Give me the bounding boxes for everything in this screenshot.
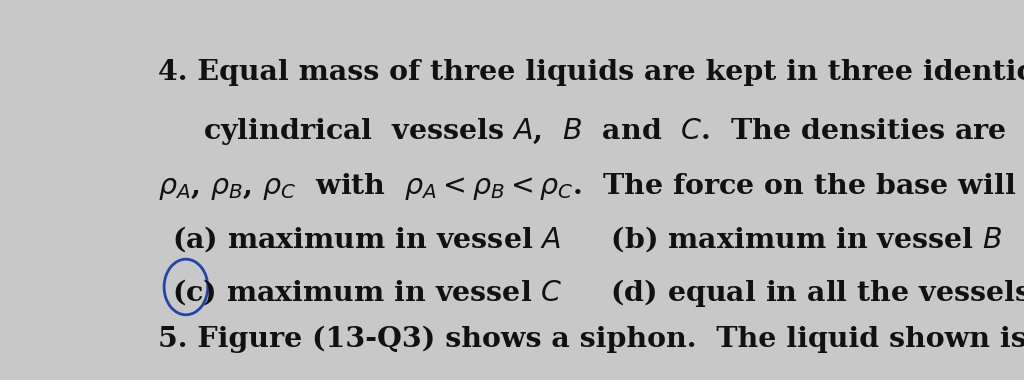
Text: 4. Equal mass of three liquids are kept in three identical: 4. Equal mass of three liquids are kept … — [158, 59, 1024, 86]
Text: 5. Figure (13-Q3) shows a siphon.  The liquid shown is: 5. Figure (13-Q3) shows a siphon. The li… — [158, 326, 1024, 353]
Text: (c) maximum in vessel $C$     (d) equal in all the vessels.: (c) maximum in vessel $C$ (d) equal in a… — [172, 277, 1024, 309]
Text: (a) maximum in vessel $A$     (b) maximum in vessel $B$: (a) maximum in vessel $A$ (b) maximum in… — [172, 224, 1001, 254]
Text: cylindrical  vessels $A$,  $B$  and  $C$.  The densities are: cylindrical vessels $A$, $B$ and $C$. Th… — [204, 116, 1007, 147]
Text: $\rho_A$, $\rho_B$, $\rho_C$  with  $\rho_A < \rho_B < \rho_C$.  The force on th: $\rho_A$, $\rho_B$, $\rho_C$ with $\rho_… — [158, 171, 1024, 203]
